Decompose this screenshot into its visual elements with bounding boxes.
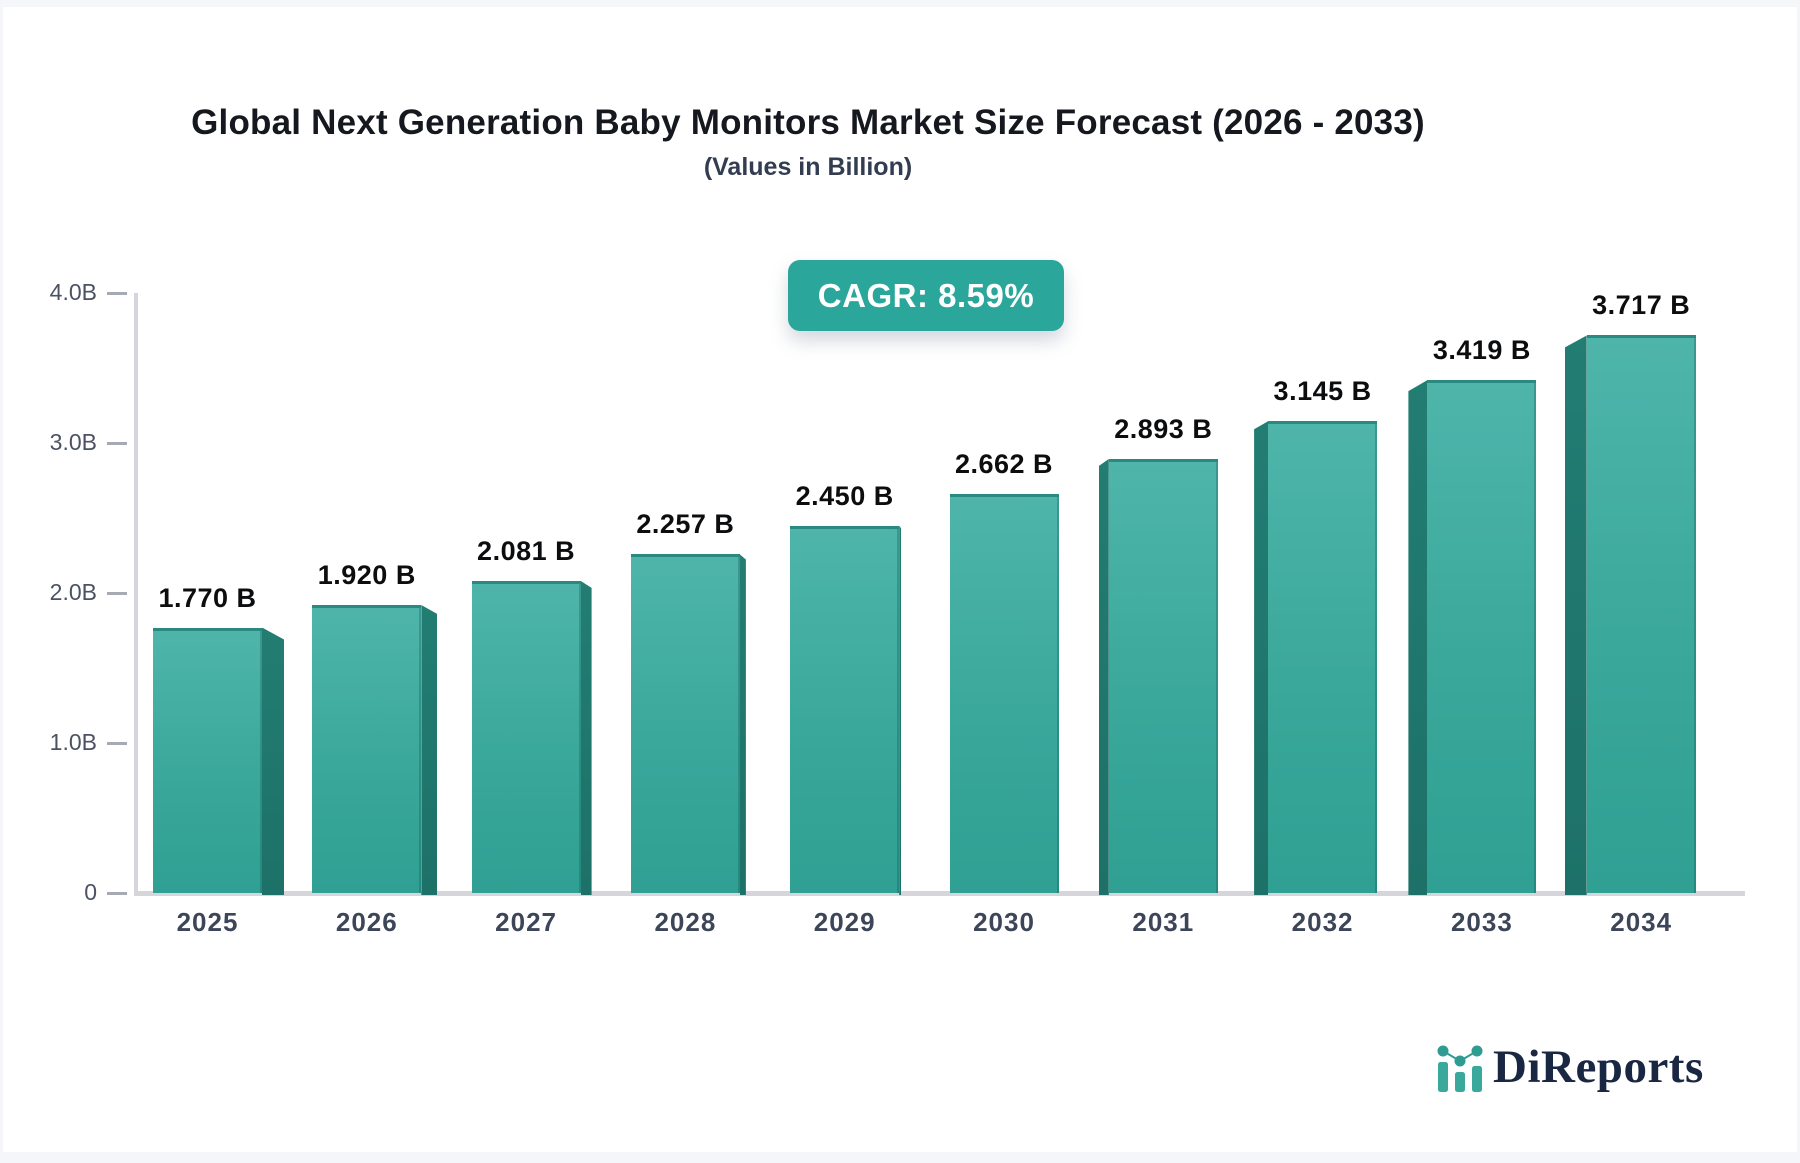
bar-value-label-2028: 2.257 B	[636, 509, 735, 540]
x-axis-label-2032: 2032	[1291, 907, 1354, 937]
cagr-badge: CAGR: 8.59%	[788, 260, 1064, 331]
bar-chart-trend-icon	[1435, 1041, 1485, 1093]
bar-side-2027	[580, 580, 592, 895]
bar-side-2029	[899, 525, 902, 895]
y-axis-tick	[107, 292, 127, 295]
bar-2033[interactable]	[1427, 380, 1537, 893]
x-axis-label-2029: 2029	[813, 907, 876, 937]
x-axis-label-2030: 2030	[973, 907, 1035, 937]
y-axis-tick-label: 4.0B	[49, 279, 97, 305]
bar-side-2025	[262, 627, 284, 895]
x-axis-label-2031: 2031	[1132, 907, 1195, 937]
y-axis-tick	[107, 592, 127, 595]
x-axis-label-2026: 2026	[335, 907, 398, 937]
brand-logo-text: DiReports	[1493, 1041, 1704, 1093]
y-axis-tick	[107, 442, 127, 445]
cagr-badge-label: CAGR: 8.59%	[817, 276, 1035, 314]
bar-side-2031	[1098, 459, 1109, 895]
x-axis-label-2028: 2028	[654, 907, 717, 937]
y-axis-line	[134, 293, 138, 896]
y-axis-tick-label: 3.0B	[49, 429, 97, 455]
bar-value-label-2026: 1.920 B	[317, 560, 416, 590]
x-axis-label-2034: 2034	[1610, 907, 1673, 937]
bar-2026[interactable]	[312, 605, 422, 893]
y-axis-tick-label: 0	[84, 879, 97, 905]
chart-card: Global Next Generation Baby Monitors Mar…	[3, 7, 1797, 1152]
y-axis-tick-label: 2.0B	[49, 579, 97, 605]
chart-subtitle: (Values in Billion)	[703, 153, 913, 181]
bar-value-label-2031: 2.893 B	[1114, 414, 1213, 445]
bar-side-2032	[1254, 421, 1269, 895]
y-axis-tick	[107, 892, 127, 895]
y-axis-tick-label: 1.0B	[49, 729, 97, 755]
bar-2025[interactable]	[153, 627, 262, 893]
x-axis-label-2025: 2025	[176, 907, 239, 937]
bar-2029[interactable]	[790, 525, 900, 893]
chart-plot-area: 4.0B 3.0B 2.0B 1.0B 0 1.770 B 2025 1.920 B 2026 2…	[3, 7, 1800, 1163]
x-axis-label-2033: 2033	[1450, 907, 1513, 937]
bar-2032[interactable]	[1268, 421, 1378, 893]
bar-2030[interactable]	[949, 493, 1059, 893]
bar-side-2028	[739, 554, 746, 895]
bar-value-label-2030: 2.662 B	[954, 448, 1054, 479]
x-axis-line	[134, 891, 1745, 896]
bar-2034[interactable]	[1586, 335, 1696, 893]
brand-logo: DiReports	[1435, 1040, 1704, 1094]
x-axis-label-2027: 2027	[495, 907, 558, 937]
bar-side-2033	[1408, 380, 1428, 895]
bar-value-label-2032: 3.145 B	[1273, 376, 1372, 407]
bar-side-2034	[1564, 335, 1587, 895]
bar-value-label-2029: 2.450 B	[795, 480, 894, 511]
bar-value-label-2033: 3.419 B	[1432, 335, 1531, 366]
bar-value-label-2025: 1.770 B	[158, 582, 257, 613]
y-axis-tick	[107, 742, 127, 745]
bar-value-label-2034: 3.717 B	[1592, 290, 1691, 321]
bar-value-label-2027: 2.081 B	[477, 535, 576, 566]
bar-side-2026	[421, 605, 438, 895]
bar-2031[interactable]	[1108, 459, 1218, 893]
chart-title: Global Next Generation Baby Monitors Mar…	[191, 103, 1425, 142]
bar-2027[interactable]	[471, 580, 581, 893]
bar-2028[interactable]	[630, 554, 740, 893]
